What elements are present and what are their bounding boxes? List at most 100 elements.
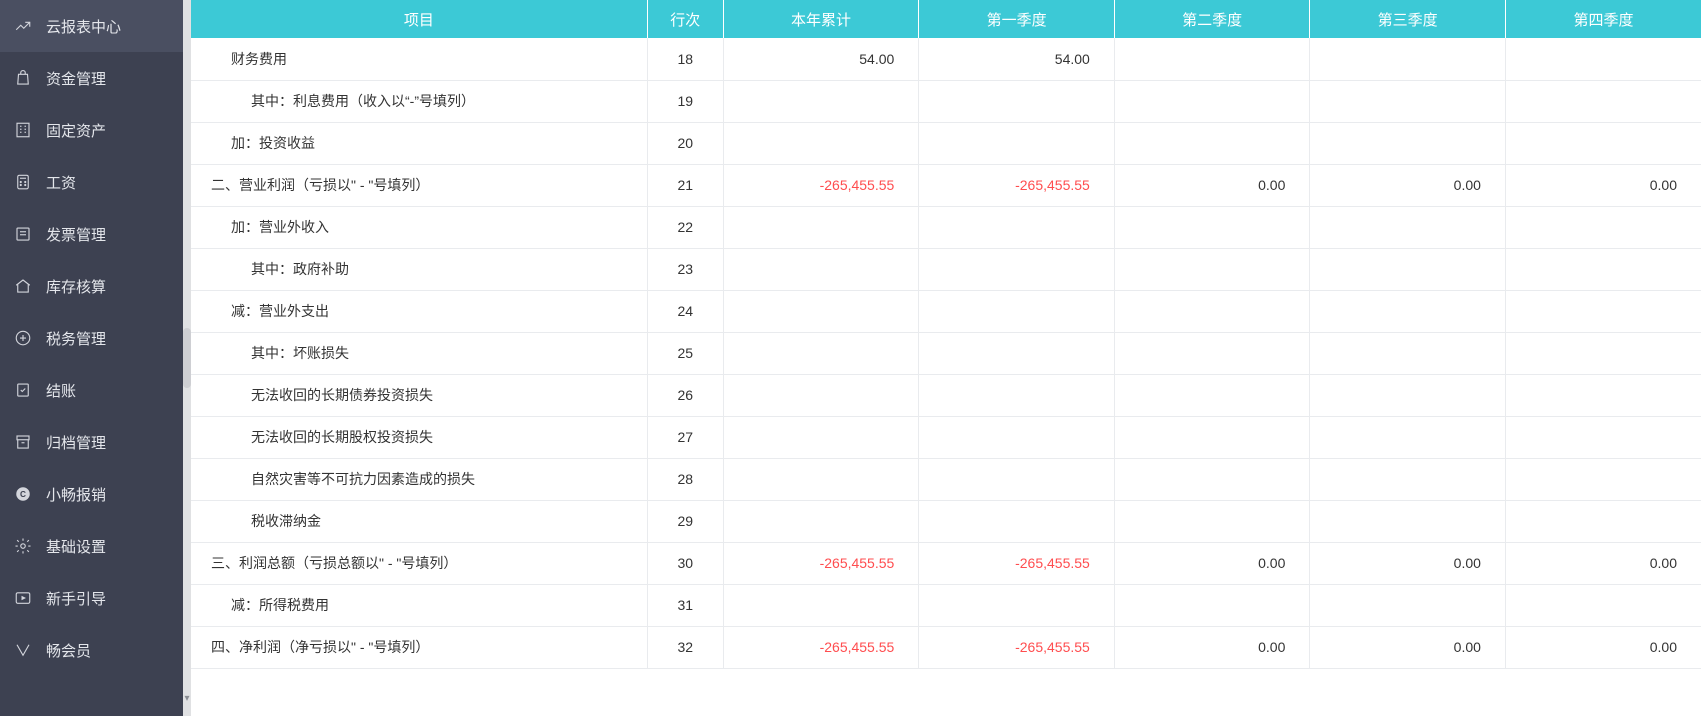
cell-q3[interactable]: 0.00	[1310, 626, 1506, 668]
cell-q4[interactable]	[1505, 290, 1701, 332]
sidebar-item-close-book[interactable]: 结账	[0, 364, 183, 416]
cell-q2[interactable]	[1114, 206, 1310, 248]
cell-q3[interactable]	[1310, 416, 1506, 458]
cell-q1[interactable]	[919, 500, 1115, 542]
cell-item: 减：营业外支出	[191, 290, 647, 332]
cell-acc[interactable]	[723, 248, 919, 290]
cell-q1[interactable]	[919, 416, 1115, 458]
cell-acc[interactable]	[723, 416, 919, 458]
cell-q4[interactable]	[1505, 206, 1701, 248]
cell-acc[interactable]: -265,455.55	[723, 626, 919, 668]
cell-q1[interactable]	[919, 584, 1115, 626]
cell-q2[interactable]	[1114, 248, 1310, 290]
sidebar-item-building[interactable]: 固定资产	[0, 104, 183, 156]
sidebar-item-gear[interactable]: 基础设置	[0, 520, 183, 572]
sidebar-item-label: 税务管理	[46, 328, 106, 349]
table-row: 无法收回的长期股权投资损失27	[191, 416, 1701, 458]
cell-q1[interactable]	[919, 332, 1115, 374]
cell-q1[interactable]: -265,455.55	[919, 164, 1115, 206]
cell-q1[interactable]	[919, 122, 1115, 164]
cell-q4[interactable]: 0.00	[1505, 164, 1701, 206]
cell-q4[interactable]	[1505, 332, 1701, 374]
sidebar-item-invoice[interactable]: 发票管理	[0, 208, 183, 260]
cell-q3[interactable]	[1310, 38, 1506, 80]
cell-q3[interactable]: 0.00	[1310, 164, 1506, 206]
cell-q4[interactable]: 0.00	[1505, 542, 1701, 584]
sidebar-item-bag[interactable]: 资金管理	[0, 52, 183, 104]
cell-acc[interactable]	[723, 584, 919, 626]
sidebar-item-label: 库存核算	[46, 276, 106, 297]
sidebar-scroll[interactable]: ▾	[183, 0, 191, 716]
table-row: 其中：坏账损失25	[191, 332, 1701, 374]
play-icon	[14, 589, 32, 607]
cell-acc[interactable]	[723, 206, 919, 248]
cell-q2[interactable]	[1114, 458, 1310, 500]
cell-q2[interactable]: 0.00	[1114, 626, 1310, 668]
sidebar-item-house[interactable]: 库存核算	[0, 260, 183, 312]
cell-q3[interactable]	[1310, 80, 1506, 122]
sidebar-item-archive[interactable]: 归档管理	[0, 416, 183, 468]
sidebar-item-label: 工资	[46, 172, 76, 193]
cell-q3[interactable]	[1310, 248, 1506, 290]
cell-q2[interactable]	[1114, 500, 1310, 542]
cell-q3[interactable]	[1310, 374, 1506, 416]
v-badge-icon	[14, 641, 32, 659]
cell-q2[interactable]: 0.00	[1114, 542, 1310, 584]
sidebar-item-tax[interactable]: 税务管理	[0, 312, 183, 364]
cell-q1[interactable]: -265,455.55	[919, 542, 1115, 584]
cell-acc[interactable]	[723, 374, 919, 416]
c-logo-icon: C	[14, 485, 32, 503]
cell-q2[interactable]	[1114, 416, 1310, 458]
cell-q3[interactable]	[1310, 500, 1506, 542]
cell-q2[interactable]: 0.00	[1114, 164, 1310, 206]
cell-acc[interactable]	[723, 500, 919, 542]
cell-q3[interactable]	[1310, 206, 1506, 248]
cell-q3[interactable]	[1310, 332, 1506, 374]
cell-q1[interactable]	[919, 290, 1115, 332]
cell-q1[interactable]	[919, 206, 1115, 248]
cell-q1[interactable]	[919, 248, 1115, 290]
cell-q3[interactable]: 0.00	[1310, 542, 1506, 584]
cell-q4[interactable]	[1505, 416, 1701, 458]
cell-acc[interactable]: -265,455.55	[723, 542, 919, 584]
cell-acc[interactable]: 54.00	[723, 38, 919, 80]
sidebar-item-play[interactable]: 新手引导	[0, 572, 183, 624]
cell-q2[interactable]	[1114, 38, 1310, 80]
cell-q3[interactable]	[1310, 122, 1506, 164]
cell-q1[interactable]	[919, 458, 1115, 500]
cell-q3[interactable]	[1310, 458, 1506, 500]
cell-q1[interactable]: 54.00	[919, 38, 1115, 80]
cell-q4[interactable]	[1505, 374, 1701, 416]
cell-q4[interactable]	[1505, 38, 1701, 80]
cell-q2[interactable]	[1114, 290, 1310, 332]
sidebar-item-label: 固定资产	[46, 120, 106, 141]
cell-q3[interactable]	[1310, 584, 1506, 626]
cell-q1[interactable]	[919, 374, 1115, 416]
cell-acc[interactable]	[723, 458, 919, 500]
cell-q1[interactable]	[919, 80, 1115, 122]
cell-acc[interactable]	[723, 290, 919, 332]
cell-q4[interactable]	[1505, 584, 1701, 626]
cell-q4[interactable]	[1505, 458, 1701, 500]
cell-acc[interactable]	[723, 122, 919, 164]
cell-q4[interactable]	[1505, 248, 1701, 290]
sidebar-item-c-logo[interactable]: C小畅报销	[0, 468, 183, 520]
cell-q4[interactable]: 0.00	[1505, 626, 1701, 668]
cell-item: 四、净利润（净亏损以" - "号填列）	[191, 626, 647, 668]
sidebar-item-v-badge[interactable]: 畅会员	[0, 624, 183, 676]
cell-q4[interactable]	[1505, 122, 1701, 164]
cell-q2[interactable]	[1114, 584, 1310, 626]
cell-q2[interactable]	[1114, 332, 1310, 374]
cell-acc[interactable]	[723, 80, 919, 122]
cell-acc[interactable]	[723, 332, 919, 374]
cell-q2[interactable]	[1114, 122, 1310, 164]
cell-q1[interactable]: -265,455.55	[919, 626, 1115, 668]
cell-acc[interactable]: -265,455.55	[723, 164, 919, 206]
cell-q2[interactable]	[1114, 374, 1310, 416]
cell-q4[interactable]	[1505, 500, 1701, 542]
cell-q2[interactable]	[1114, 80, 1310, 122]
sidebar-item-chart[interactable]: 云报表中心	[0, 0, 183, 52]
cell-q3[interactable]	[1310, 290, 1506, 332]
sidebar-item-calc[interactable]: 工资	[0, 156, 183, 208]
cell-q4[interactable]	[1505, 80, 1701, 122]
